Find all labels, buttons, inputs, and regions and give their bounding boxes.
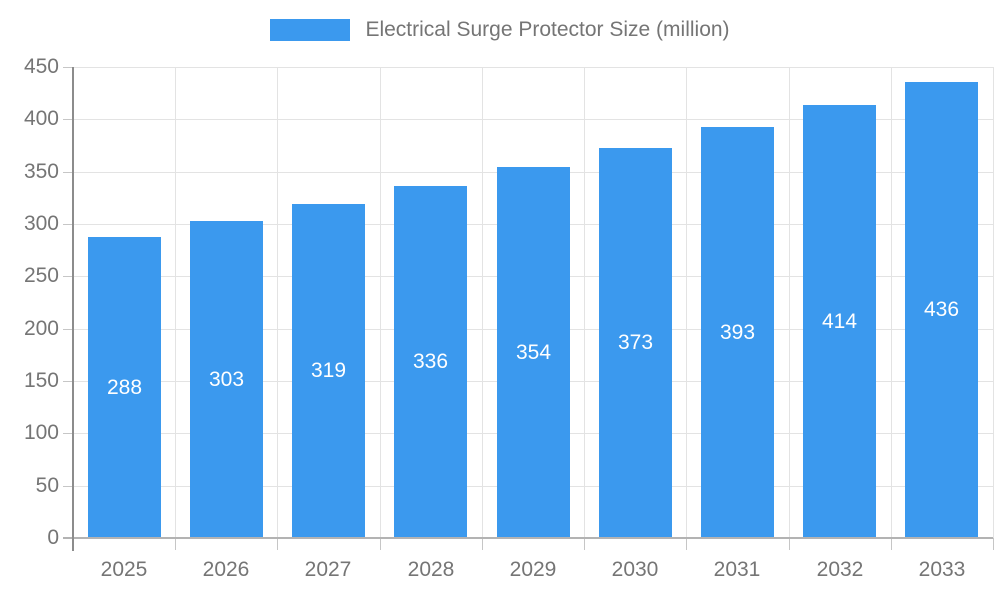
gridline-h	[73, 67, 993, 68]
bar-value-label: 393	[719, 320, 756, 344]
y-tick	[63, 486, 73, 487]
gridline-v	[789, 67, 790, 538]
legend-swatch	[270, 19, 351, 41]
x-tick-label: 2029	[509, 558, 557, 581]
y-tick-label: 0	[47, 526, 59, 549]
y-tick	[63, 276, 73, 277]
y-tick-label: 200	[23, 317, 59, 340]
x-tick-label: 2028	[407, 558, 455, 581]
y-tick-label: 100	[23, 421, 59, 444]
y-tick-label: 300	[23, 212, 59, 235]
y-tick-label: 50	[35, 474, 59, 497]
x-tick-label: 2030	[611, 558, 659, 581]
y-tick-label: 250	[23, 264, 59, 287]
bar-value-label: 336	[412, 350, 449, 373]
legend-label: Electrical Surge Protector Size (million…	[365, 18, 730, 41]
x-tick-label: 2032	[816, 558, 864, 581]
y-tick	[63, 172, 73, 173]
bar[interactable]: 303	[190, 221, 263, 538]
bar-value-label: 373	[617, 331, 654, 354]
gridline-v	[380, 67, 381, 538]
bar-value-label: 436	[923, 298, 960, 321]
gridline-v	[686, 67, 687, 538]
y-axis-line	[72, 67, 74, 551]
bar-value-label: 303	[208, 367, 245, 391]
y-tick-label: 400	[23, 107, 59, 130]
x-tick-label: 2025	[100, 558, 148, 581]
gridline-v	[891, 67, 892, 538]
bar[interactable]: 414	[803, 105, 876, 538]
bar[interactable]: 319	[292, 204, 365, 538]
y-tick-label: 150	[23, 369, 59, 392]
x-tick	[789, 538, 790, 550]
x-axis-line	[63, 537, 993, 539]
gridline-h	[73, 119, 993, 120]
gridline-v	[584, 67, 585, 538]
bar-value-label: 288	[106, 375, 143, 399]
x-tick	[993, 538, 994, 550]
gridline-v	[277, 67, 278, 538]
y-tick-label: 450	[23, 55, 59, 78]
bar[interactable]: 288	[88, 237, 161, 538]
bar[interactable]: 336	[394, 186, 467, 538]
y-tick	[63, 381, 73, 382]
bar-value-label: 414	[821, 309, 858, 333]
bar[interactable]: 436	[905, 82, 978, 538]
y-tick-label: 350	[23, 160, 59, 183]
bar[interactable]: 393	[701, 127, 774, 538]
x-tick-label: 2033	[918, 558, 966, 581]
x-tick-label: 2026	[202, 558, 250, 581]
bar-value-label: 319	[310, 359, 347, 382]
chart-legend[interactable]: Electrical Surge Protector Size (million…	[0, 17, 1000, 43]
y-tick	[63, 329, 73, 330]
x-tick	[277, 538, 278, 550]
bar[interactable]: 373	[599, 148, 672, 538]
x-tick	[380, 538, 381, 550]
gridline-v	[482, 67, 483, 538]
x-tick	[686, 538, 687, 550]
x-tick	[482, 538, 483, 550]
bar[interactable]: 354	[497, 167, 570, 538]
x-tick-label: 2031	[713, 558, 761, 581]
gridline-v	[175, 67, 176, 538]
gridline-v	[993, 67, 994, 538]
y-tick	[63, 119, 73, 120]
x-tick	[584, 538, 585, 550]
bar-value-label: 354	[515, 340, 552, 364]
x-tick	[891, 538, 892, 550]
x-tick	[175, 538, 176, 550]
y-tick	[63, 224, 73, 225]
y-tick	[63, 433, 73, 434]
x-tick-label: 2027	[304, 558, 352, 581]
y-tick	[63, 67, 73, 68]
